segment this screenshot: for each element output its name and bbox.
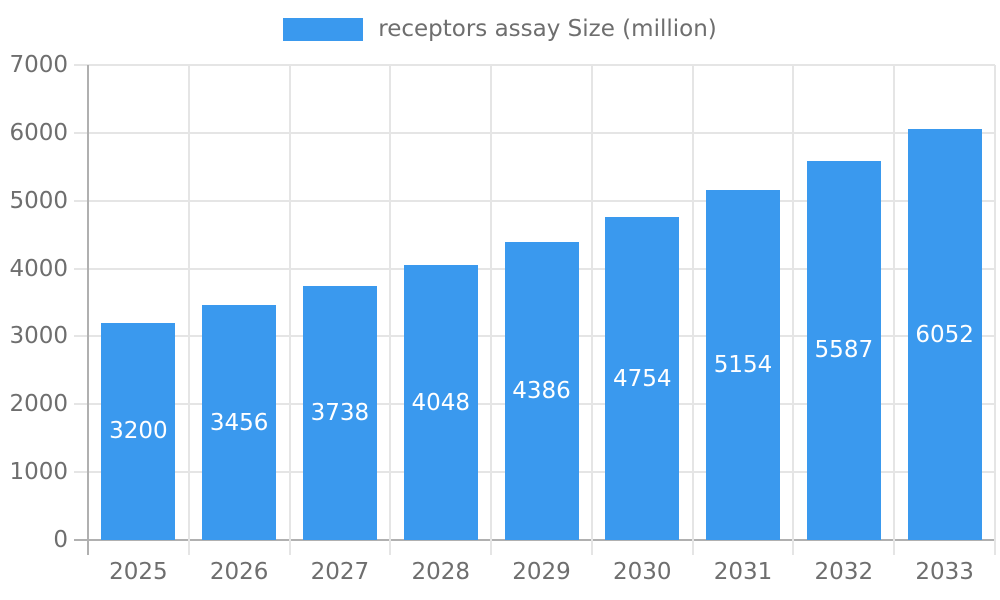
bar-value-label-2025: 3200 <box>109 418 168 445</box>
gridline-v-9 <box>994 65 996 540</box>
gridline-v-1 <box>187 65 190 540</box>
y-tick-label-7000: 7000 <box>9 52 68 78</box>
gridline-v-2 <box>288 65 291 540</box>
bar-2027[interactable]: 3738 <box>302 286 377 540</box>
bar-value-label-2033: 6052 <box>915 321 974 348</box>
x-tick-mark-2 <box>288 540 291 555</box>
y-tick-mark-7000 <box>74 64 88 66</box>
y-tick-mark-4000 <box>74 267 88 270</box>
x-tick-mark-0 <box>87 540 89 555</box>
bar-2029[interactable]: 4386 <box>504 242 579 540</box>
x-tick-label-2032: 2032 <box>814 559 874 585</box>
bar-2026[interactable]: 3456 <box>202 305 277 540</box>
x-tick-mark-6 <box>691 540 694 555</box>
gridline-v-4 <box>490 65 493 540</box>
bar-value-label-2026: 3456 <box>209 409 269 436</box>
bar-2031[interactable]: 5154 <box>706 190 781 540</box>
x-tick-label-2028: 2028 <box>411 559 470 585</box>
y-tick-label-4000: 4000 <box>9 255 68 282</box>
x-tick-label-2030: 2030 <box>612 559 672 585</box>
bar-2025[interactable]: 3200 <box>101 322 176 540</box>
y-tick-mark-1000 <box>74 471 88 474</box>
y-tick-mark-3000 <box>74 335 88 338</box>
y-tick-label-3000: 3000 <box>9 323 68 350</box>
bar-value-label-2028: 4048 <box>411 389 470 416</box>
y-tick-mark-0 <box>74 539 88 541</box>
x-tick-mark-1 <box>187 540 190 555</box>
gridline-v-5 <box>590 65 593 540</box>
x-tick-label-2025: 2025 <box>109 559 168 585</box>
bar-value-label-2030: 4754 <box>612 365 672 392</box>
y-tick-mark-5000 <box>74 199 88 202</box>
legend: receptors assay Size (million) <box>0 18 1000 41</box>
gridline-v-8 <box>893 65 896 540</box>
bar-2030[interactable]: 4754 <box>605 217 680 540</box>
bar-value-label-2032: 5587 <box>814 337 874 364</box>
x-tick-mark-4 <box>490 540 493 555</box>
gridline-v-3 <box>389 65 392 540</box>
y-tick-label-5000: 5000 <box>9 187 68 214</box>
bar-value-label-2027: 3738 <box>310 400 370 427</box>
x-tick-label-2029: 2029 <box>512 559 571 585</box>
x-tick-mark-9 <box>994 540 996 555</box>
bar-value-label-2031: 5154 <box>713 352 773 379</box>
x-tick-mark-5 <box>590 540 593 555</box>
y-tick-label-2000: 2000 <box>9 391 68 418</box>
y-tick-mark-6000 <box>74 131 88 134</box>
bar-2033[interactable]: 6052 <box>907 129 982 540</box>
gridline-v-6 <box>691 65 694 540</box>
gridline-v-0 <box>87 65 89 540</box>
x-tick-mark-8 <box>893 540 896 555</box>
x-tick-mark-3 <box>389 540 392 555</box>
x-tick-label-2033: 2033 <box>915 559 974 585</box>
bar-2032[interactable]: 5587 <box>806 160 881 540</box>
gridline-h-5000 <box>88 199 995 202</box>
y-tick-mark-2000 <box>74 403 88 406</box>
gridline-v-7 <box>792 65 795 540</box>
x-tick-label-2026: 2026 <box>209 559 269 585</box>
y-tick-label-6000: 6000 <box>9 119 68 146</box>
x-tick-label-2027: 2027 <box>310 559 370 585</box>
legend-label[interactable]: receptors assay Size (million) <box>378 16 717 42</box>
gridline-h-6000 <box>88 131 995 134</box>
y-tick-label-0: 0 <box>53 527 68 553</box>
x-tick-mark-7 <box>792 540 795 555</box>
bar-value-label-2029: 4386 <box>512 378 571 405</box>
y-tick-label-1000: 1000 <box>9 459 68 486</box>
legend-swatch[interactable] <box>283 18 364 41</box>
x-tick-label-2031: 2031 <box>713 559 773 585</box>
gridline-h-7000 <box>88 64 995 66</box>
gridline-h-0 <box>88 539 995 541</box>
bar-2028[interactable]: 4048 <box>403 265 478 540</box>
